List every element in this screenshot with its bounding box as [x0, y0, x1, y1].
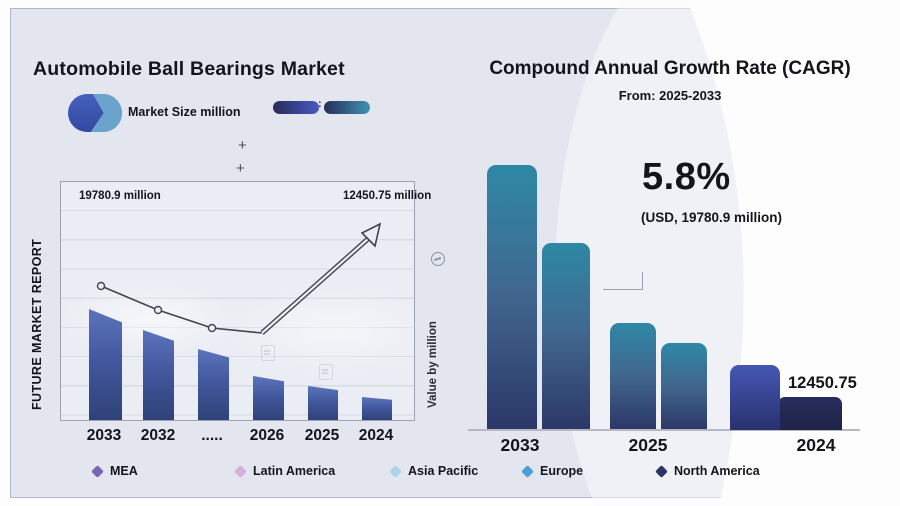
legend-item-latin-america: Latin America	[234, 464, 336, 478]
trend-line-and-arrow	[96, 222, 382, 335]
ratio-pill-left	[273, 101, 319, 114]
cylinder-highlight	[90, 94, 122, 132]
value-axis-label: Value by million	[427, 321, 439, 408]
r-tick-2024: 2024	[796, 435, 836, 455]
right-chart-title: Compound Annual Growth Rate (CAGR)	[489, 58, 851, 79]
diamond-marker-icon	[234, 464, 247, 478]
cagr-basis: (USD, 19780.9 million)	[641, 210, 783, 225]
rbar-2025-primary	[610, 323, 656, 430]
plus-mark-icon: +	[236, 160, 245, 177]
x-tick-dots: .....	[201, 427, 223, 444]
x-tick-2024: 2024	[358, 427, 394, 444]
legend-label: MEA	[110, 464, 138, 478]
rbar-2033-primary	[487, 165, 537, 430]
circle-minus-icon	[431, 252, 445, 266]
value-label-2024: 12450.75	[788, 374, 857, 392]
bar-2032	[143, 330, 174, 420]
left-chart-title: Automobile Ball Bearings Market	[33, 58, 345, 80]
legend-label: Latin America	[253, 464, 336, 478]
clipboard-icon	[261, 345, 275, 361]
diamond-marker-icon	[389, 464, 402, 478]
legend-item-asia-pacific: Asia Pacific	[389, 464, 479, 478]
step-bracket-line	[603, 272, 643, 290]
bar-2026	[253, 376, 284, 420]
rbar-2033-secondary	[542, 243, 590, 430]
series-label: Market Size million	[128, 105, 241, 119]
start-value-annotation: 19780.9 million	[79, 190, 161, 202]
legend-label: Asia Pacific	[408, 464, 479, 478]
bar-2025	[308, 386, 338, 420]
right-chart-baseline	[468, 429, 860, 431]
ratio-pill-right	[324, 101, 370, 114]
x-tick-2025: 2025	[304, 427, 340, 444]
rbar-2024-secondary	[778, 397, 842, 430]
legend-item-mea: MEA	[91, 464, 138, 478]
watermark-label: FUTURE MARKET REPORT	[30, 238, 44, 410]
clipboard-icon	[319, 364, 333, 380]
rbar-2024-primary	[730, 365, 780, 430]
diamond-marker-icon	[655, 464, 668, 478]
bar-2024	[362, 397, 392, 420]
legend-label: North America	[674, 464, 760, 478]
legend-item-europe: Europe	[521, 464, 584, 478]
legend-label: Europe	[540, 464, 584, 478]
legend-item-north-america: North America	[655, 464, 760, 478]
r-tick-2025: 2025	[628, 435, 668, 455]
right-chart-subtitle: From: 2025-2033	[618, 88, 722, 103]
x-tick-2033: 2033	[86, 427, 122, 444]
end-value-annotation: 12450.75 million	[343, 190, 432, 202]
ratio-colon: :	[318, 98, 322, 110]
bar-2033	[89, 309, 122, 420]
rbar-2025-secondary	[661, 343, 707, 430]
r-tick-2033: 2033	[500, 435, 540, 455]
diamond-marker-icon	[521, 464, 534, 478]
left-bar-chart: 19780.9 million 12450.75 million	[60, 181, 431, 421]
bar-dots	[198, 349, 229, 420]
plus-mark-icon: +	[238, 137, 247, 154]
diamond-marker-icon	[91, 464, 104, 478]
x-tick-2032: 2032	[140, 427, 176, 444]
cylinder-3d-icon	[68, 94, 122, 132]
x-tick-2026: 2026	[249, 427, 285, 444]
cagr-value: 5.8%	[642, 156, 731, 198]
